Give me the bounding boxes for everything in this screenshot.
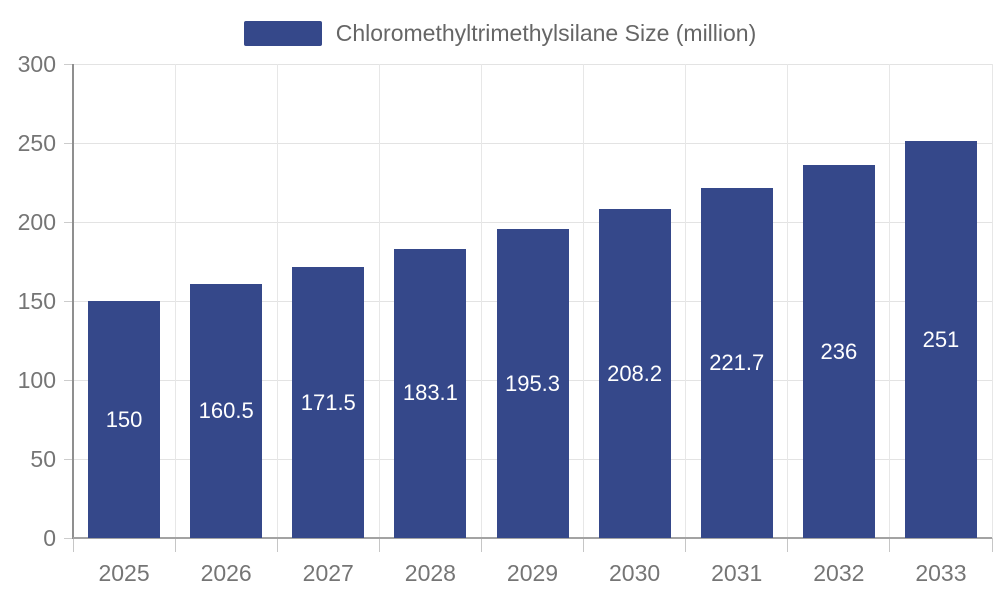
legend-swatch [243,21,322,46]
y-axis-tick-label: 300 [17,51,56,77]
bar-value-label: 221.7 [709,349,765,375]
x-axis-line [73,537,992,539]
y-axis-tick-label: 100 [17,367,56,393]
grid-line-vertical [174,64,176,538]
bar-value-label: 208.2 [607,360,663,386]
x-axis-tick-label: 2026 [200,560,252,586]
y-axis-tick [64,458,73,460]
y-axis-tick [64,537,73,539]
legend: Chloromethyltrimethylsilane Size (millio… [0,20,1000,47]
x-axis-tick-label: 2029 [506,560,559,586]
x-axis-tick [583,538,585,552]
grid-line-vertical [685,64,687,538]
grid-line-vertical [787,64,789,538]
y-axis-tick [64,142,73,144]
x-axis-tick-label: 2030 [609,560,661,586]
x-axis-tick-label: 2027 [302,560,354,586]
grid-line-vertical [991,64,993,538]
x-axis-tick [72,538,74,552]
bar-value-label: 195.3 [504,370,561,396]
y-axis-tick-label: 250 [17,130,56,156]
x-axis-tick [685,538,687,552]
grid-line-vertical [378,64,380,538]
legend-label: Chloromethyltrimethylsilane Size (millio… [335,20,757,46]
x-axis-tick [480,538,482,552]
y-axis-tick-label: 200 [17,209,56,235]
y-axis-tick [64,379,73,381]
bar-value-label: 160.5 [198,398,254,424]
x-axis-tick [174,538,176,552]
x-axis-tick [787,538,789,552]
x-axis-tick [276,538,278,552]
grid-line-horizontal [73,221,992,223]
bar-value-label: 171.5 [300,389,356,415]
bar [88,301,161,538]
grid-line-horizontal [73,142,992,144]
y-axis-tick-label: 150 [17,288,56,314]
y-axis-tick [64,221,73,223]
y-axis-line [72,64,74,539]
y-axis-tick [64,63,73,65]
x-axis-tick [378,538,380,552]
x-axis-tick [991,538,993,552]
grid-line-vertical [276,64,278,538]
y-axis-tick [64,300,73,302]
bar-value-label: 183.1 [402,380,458,406]
bar [292,267,365,538]
bar-value-label: 236 [820,338,858,364]
grid-line-vertical [480,64,482,538]
x-axis-tick-label: 2028 [404,560,456,586]
grid-line-vertical [889,64,891,538]
bar [394,248,467,538]
y-axis-tick-label: 50 [30,446,56,472]
x-axis-tick-label: 2031 [711,560,763,586]
bar [802,165,875,538]
bar-value-label: 251 [922,326,960,352]
x-axis-tick-label: 2032 [813,560,865,586]
y-axis-tick-label: 0 [43,525,56,551]
grid-line-vertical [583,64,585,538]
grid-line-horizontal [73,63,992,65]
bar [904,141,977,538]
x-axis-tick [889,538,891,552]
bar-value-label: 150 [105,406,143,432]
x-axis-tick-label: 2033 [915,560,967,586]
x-axis-tick-label: 2025 [98,560,150,586]
bar [700,187,773,538]
bar [190,284,263,538]
bar [496,229,569,538]
bar [598,209,671,538]
